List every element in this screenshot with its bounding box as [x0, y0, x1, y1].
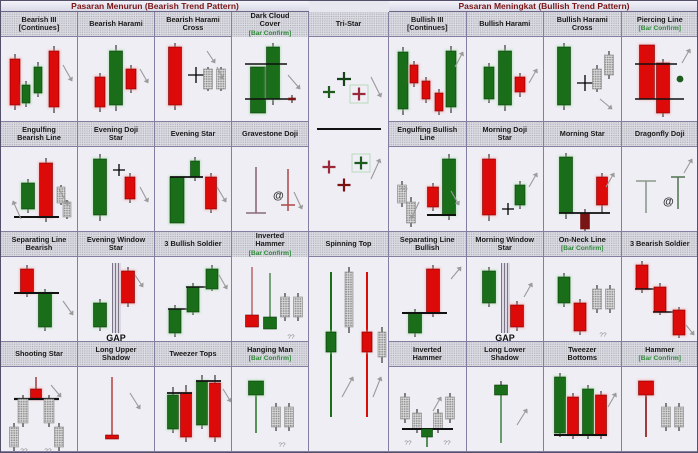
- svg-text:??: ??: [44, 448, 52, 452]
- svg-text:GAP: GAP: [495, 333, 515, 342]
- svg-text:??: ??: [278, 442, 286, 449]
- svg-text:GAP: GAP: [106, 333, 126, 342]
- svg-text:@: @: [273, 190, 284, 202]
- svg-text:??: ??: [287, 334, 295, 341]
- svg-text:??: ??: [20, 448, 28, 452]
- svg-text:??: ??: [443, 440, 451, 447]
- svg-text:??: ??: [400, 187, 408, 194]
- svg-text:@: @: [663, 196, 674, 208]
- svg-text:??: ??: [599, 332, 607, 339]
- svg-text:??: ??: [404, 440, 412, 447]
